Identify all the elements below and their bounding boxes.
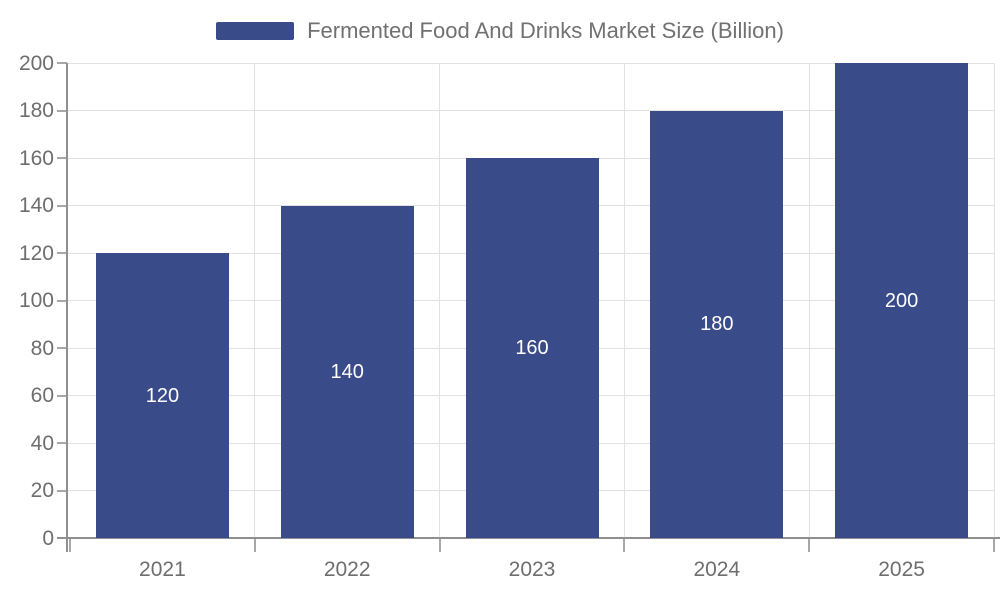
bar-value-label: 180 [700,313,734,336]
y-axis-tick [57,109,67,112]
gridline-vertical [993,63,995,538]
bar-value-label: 200 [884,289,919,312]
y-axis-label: 120 [18,241,54,265]
x-axis-tick [808,538,811,552]
bar-value-label: 120 [145,384,180,407]
y-axis-label: 40 [30,431,54,455]
y-axis-tick [57,347,67,349]
y-axis-label: 200 [18,51,54,75]
x-axis-tick [623,538,626,552]
y-axis-label: 160 [18,146,54,170]
x-axis-label: 2021 [139,558,186,581]
x-axis-tick [253,538,256,552]
bar-2021[interactable] [95,253,229,538]
gridline-vertical [623,63,625,538]
y-axis-tick [57,442,67,444]
legend[interactable]: Fermented Food And Drinks Market Size (B… [0,19,1000,43]
bar-value-label: 160 [515,337,549,359]
y-axis-tick [57,299,67,302]
y-axis-tick [57,252,67,254]
gridline-horizontal [67,62,995,64]
legend-swatch [216,22,295,40]
y-axis-label: 20 [30,479,54,502]
gridline-horizontal [67,110,995,111]
y-axis-label: 100 [18,289,54,312]
x-axis-tick [993,538,995,552]
y-axis-label: 180 [18,99,54,122]
bar-2024[interactable] [650,110,784,538]
bar-2023[interactable] [465,158,599,538]
y-axis-tick [57,157,67,159]
legend-label: Fermented Food And Drinks Market Size (B… [307,18,784,43]
x-axis-label: 2023 [508,558,556,581]
y-axis-tick [57,204,67,207]
x-axis-label: 2025 [878,558,925,581]
y-axis-label: 0 [42,526,54,550]
gridline-vertical [439,63,441,538]
x-axis-label: 2022 [323,558,371,581]
y-axis-tick [57,489,67,492]
x-axis-line [57,537,1000,539]
y-axis-tick [57,394,67,397]
x-axis-tick [69,538,71,552]
gridline-vertical [254,63,256,538]
y-axis-line [66,63,68,552]
bar-2025[interactable] [835,63,969,538]
y-axis-label: 80 [30,336,54,360]
y-axis-tick [57,62,67,64]
x-axis-tick [438,538,441,552]
bar-value-label: 140 [330,360,364,383]
gridline-vertical [808,63,810,538]
y-axis-label: 140 [18,194,54,217]
y-axis-label: 60 [30,384,54,407]
bar-2022[interactable] [280,205,414,538]
x-axis-label: 2024 [693,558,741,581]
